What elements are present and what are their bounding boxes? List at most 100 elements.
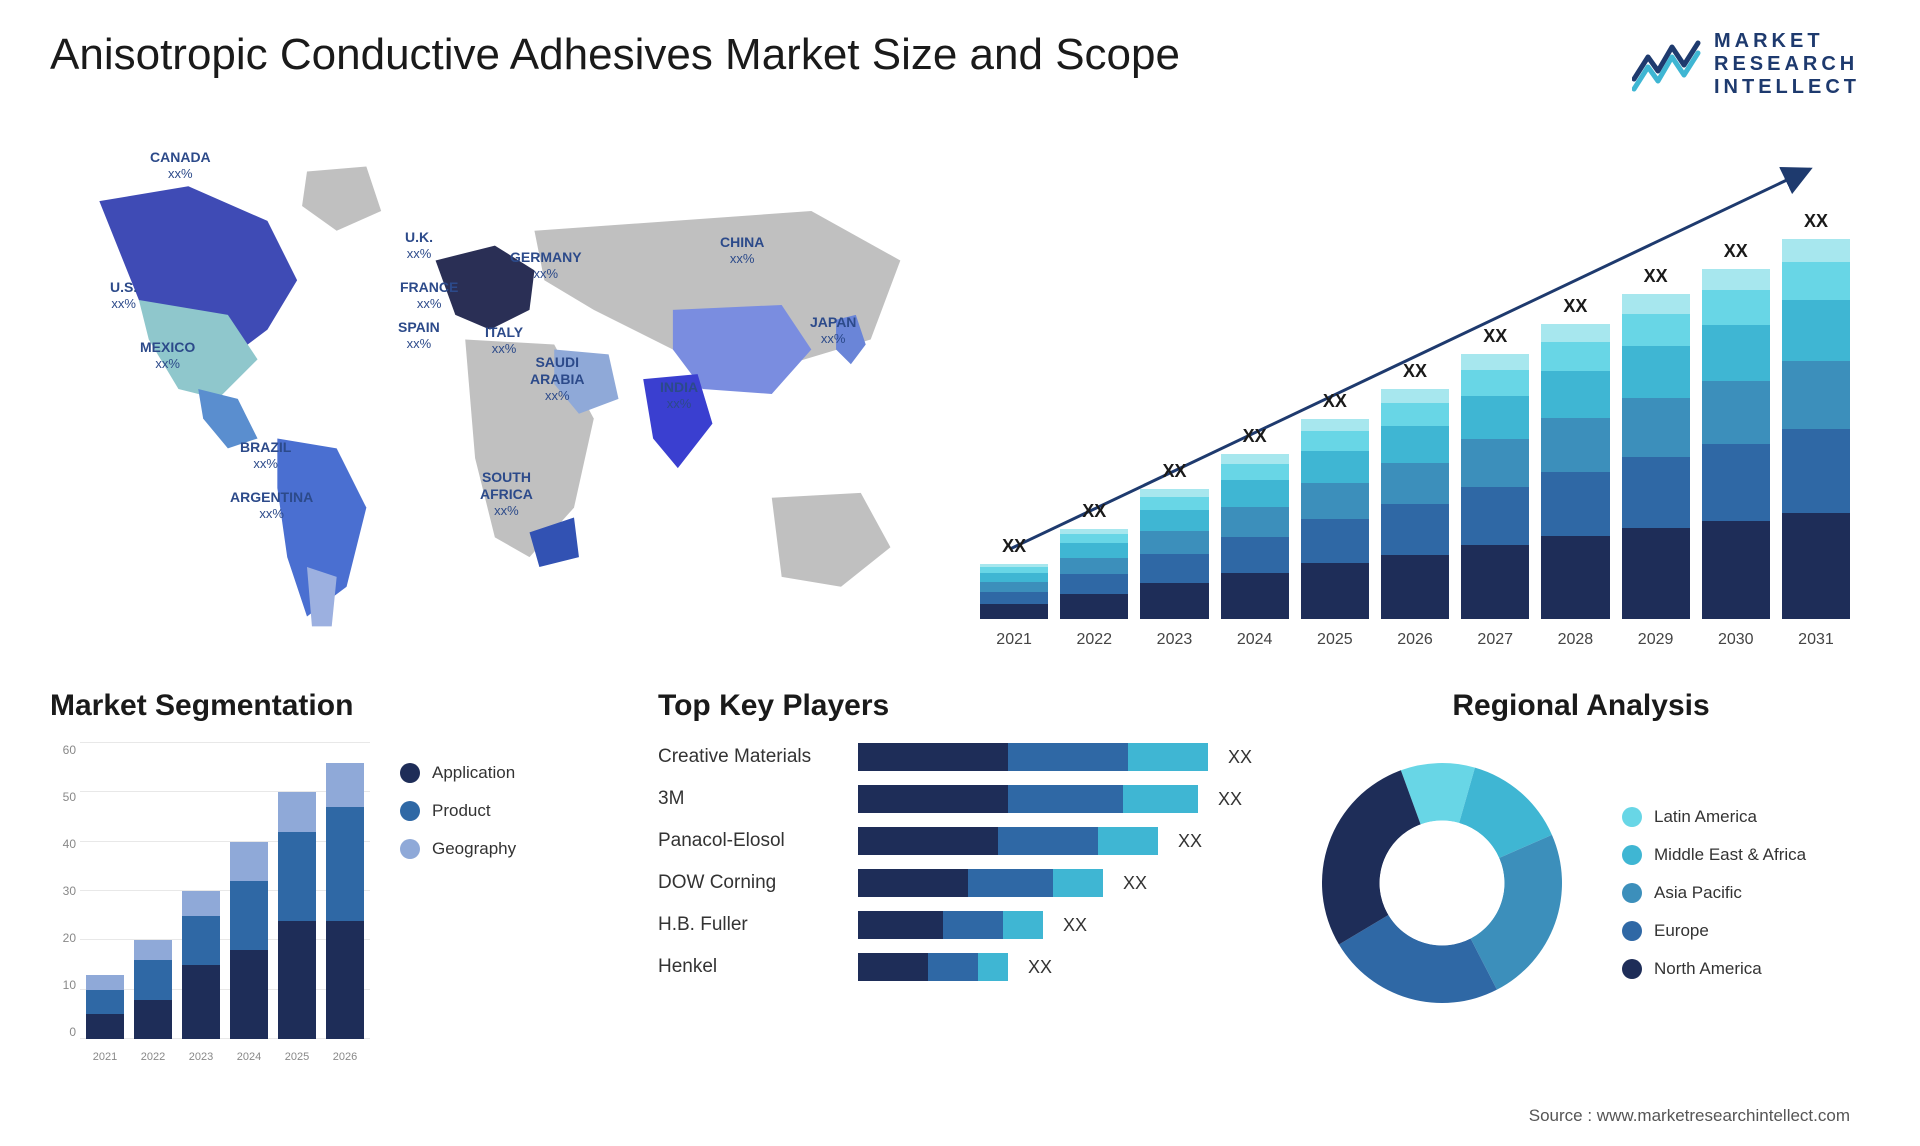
growth-bar: XX: [1782, 239, 1850, 619]
segmentation-bar-segment: [230, 950, 268, 1039]
segmentation-bar-segment: [182, 916, 220, 965]
map-label: ITALYxx%: [485, 324, 523, 356]
player-bar-segment: [1128, 743, 1208, 771]
growth-year-label: 2031: [1782, 631, 1850, 649]
player-name: Creative Materials: [658, 746, 848, 768]
growth-bar: XX: [1541, 324, 1609, 619]
growth-bar-segment: [1381, 504, 1449, 555]
growth-bar-segment: [1622, 528, 1690, 619]
segmentation-bar-segment: [278, 832, 316, 921]
segmentation-bar-segment: [86, 990, 124, 1015]
growth-bar-segment: [1381, 426, 1449, 463]
growth-bar-segment: [1461, 354, 1529, 370]
growth-bar: XX: [1301, 419, 1369, 619]
player-bar: [858, 953, 1008, 981]
growth-year-label: 2028: [1541, 631, 1609, 649]
legend-item: Application: [400, 763, 516, 783]
segmentation-bar: [278, 792, 316, 1039]
growth-bar: XX: [1381, 389, 1449, 619]
player-bar: [858, 827, 1158, 855]
growth-bar-label: XX: [1461, 326, 1529, 347]
segmentation-bar-segment: [278, 792, 316, 831]
growth-bar-segment: [1541, 371, 1609, 418]
segmentation-chart: 0102030405060 202120222023202420252026: [50, 743, 370, 1063]
growth-bar: XX: [980, 564, 1048, 619]
segmentation-bar-segment: [86, 1014, 124, 1039]
player-bar-segment: [968, 869, 1053, 897]
player-bar-segment: [858, 785, 1008, 813]
player-bar-segment: [858, 743, 1008, 771]
growth-bar-segment: [980, 573, 1048, 582]
growth-bar-segment: [1622, 294, 1690, 314]
growth-bar-segment: [980, 592, 1048, 604]
growth-bar-segment: [1461, 545, 1529, 619]
segmentation-title: Market Segmentation: [50, 689, 608, 723]
growth-bar-segment: [1301, 431, 1369, 451]
growth-bar-label: XX: [1060, 501, 1128, 522]
player-bar: [858, 911, 1043, 939]
growth-bar-segment: [1541, 324, 1609, 342]
growth-bar-label: XX: [1541, 296, 1609, 317]
growth-bar: XX: [1702, 269, 1770, 619]
growth-bar-segment: [1301, 483, 1369, 519]
legend-item: Geography: [400, 839, 516, 859]
player-value: XX: [1063, 915, 1087, 936]
legend-swatch: [400, 801, 420, 821]
segmentation-bar-segment: [326, 921, 364, 1039]
legend-label: Product: [432, 801, 491, 821]
growth-bar-label: XX: [1140, 461, 1208, 482]
world-map-panel: CANADAxx%U.S.xx%MEXICOxx%BRAZILxx%ARGENT…: [40, 129, 930, 649]
growth-year-label: 2023: [1140, 631, 1208, 649]
growth-year-label: 2021: [980, 631, 1048, 649]
player-value: XX: [1228, 747, 1252, 768]
growth-bar-segment: [1702, 325, 1770, 381]
world-map: [40, 129, 930, 649]
segmentation-bar-segment: [230, 881, 268, 950]
growth-bar-segment: [980, 604, 1048, 619]
growth-bar-segment: [1060, 543, 1128, 557]
player-name: Henkel: [658, 956, 848, 978]
growth-bar-segment: [1782, 262, 1850, 300]
growth-bar-label: XX: [1221, 426, 1289, 447]
growth-bar-segment: [1702, 269, 1770, 290]
segmentation-year-label: 2025: [278, 1051, 316, 1063]
growth-bar-label: XX: [1622, 266, 1690, 287]
growth-bar-segment: [1381, 403, 1449, 426]
segmentation-year-label: 2022: [134, 1051, 172, 1063]
growth-bar-segment: [1060, 558, 1128, 574]
growth-year-label: 2022: [1060, 631, 1128, 649]
map-label: U.S.xx%: [110, 279, 137, 311]
segmentation-bar-segment: [182, 891, 220, 916]
growth-year-label: 2025: [1301, 631, 1369, 649]
player-row: DOW CorningXX: [658, 869, 1252, 897]
player-row: Creative Materials XX: [658, 743, 1252, 771]
map-label: SOUTHAFRICAxx%: [480, 469, 533, 518]
player-bar-segment: [1008, 743, 1128, 771]
growth-bar: XX: [1060, 529, 1128, 619]
segmentation-bar-segment: [326, 807, 364, 920]
growth-bar-segment: [1782, 300, 1850, 361]
legend-swatch: [1622, 845, 1642, 865]
growth-bar-segment: [1301, 419, 1369, 431]
map-label: SPAINxx%: [398, 319, 440, 351]
growth-bar: XX: [1140, 489, 1208, 619]
segmentation-bar: [326, 763, 364, 1039]
growth-bar: XX: [1221, 454, 1289, 619]
logo-line3: INTELLECT: [1714, 76, 1860, 99]
player-name: H.B. Fuller: [658, 914, 848, 936]
player-bar-segment: [1123, 785, 1198, 813]
legend-label: Latin America: [1654, 807, 1757, 827]
growth-bar-segment: [1622, 398, 1690, 457]
player-bar-segment: [1008, 785, 1123, 813]
regional-legend: Latin AmericaMiddle East & AfricaAsia Pa…: [1622, 787, 1806, 979]
player-value: XX: [1123, 873, 1147, 894]
growth-bar-segment: [1060, 574, 1128, 594]
map-label: SAUDIARABIAxx%: [530, 354, 584, 403]
growth-bar-segment: [1060, 594, 1128, 619]
player-row: 3MXX: [658, 785, 1252, 813]
growth-bar-segment: [1541, 536, 1609, 619]
growth-bar-label: XX: [1301, 391, 1369, 412]
segmentation-year-label: 2024: [230, 1051, 268, 1063]
map-label: MEXICOxx%: [140, 339, 195, 371]
segmentation-year-label: 2026: [326, 1051, 364, 1063]
